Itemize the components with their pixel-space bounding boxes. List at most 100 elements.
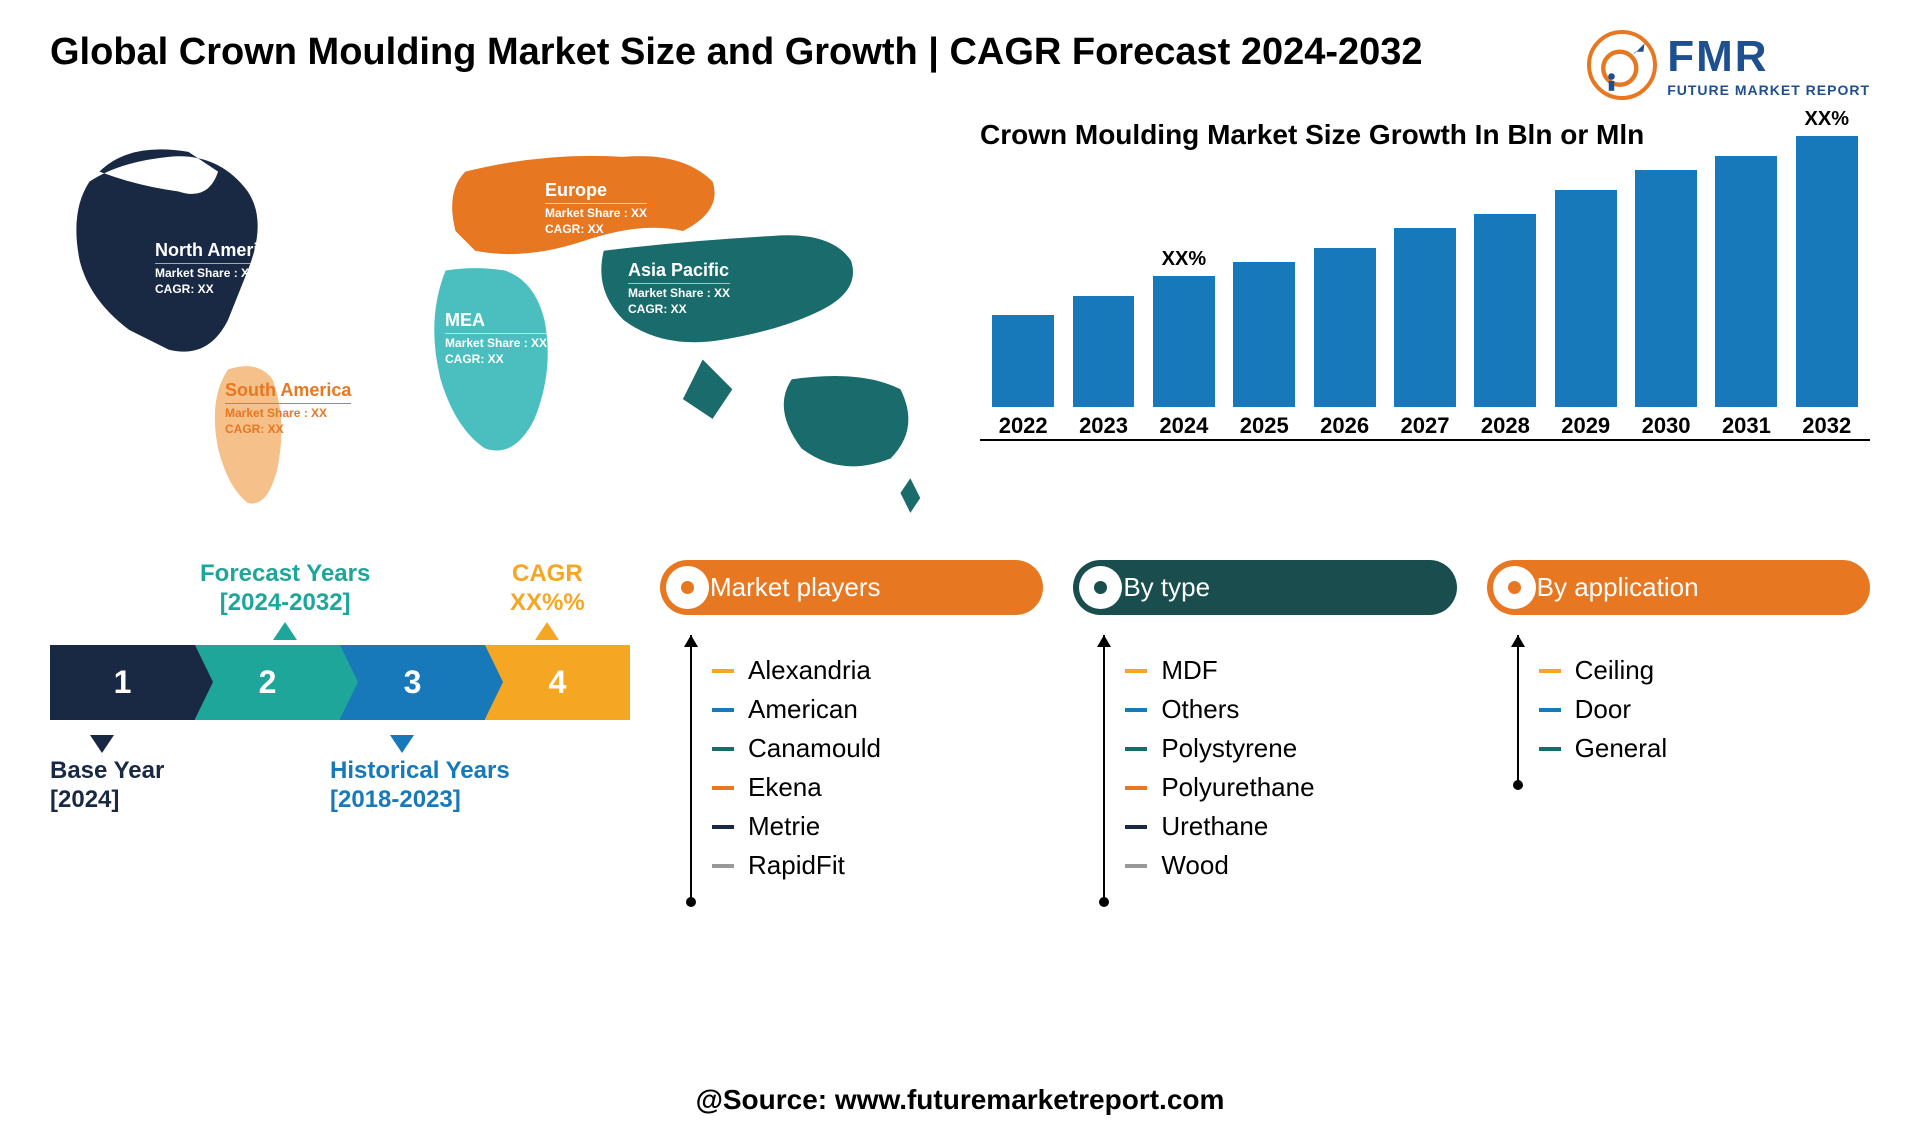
region-mea-share: Market Share : XX: [445, 333, 547, 350]
tick-icon: [712, 825, 734, 829]
tick-icon: [1125, 786, 1147, 790]
list-item: General: [1539, 733, 1870, 764]
tick-icon: [1539, 708, 1561, 712]
logo: FMR FUTURE MARKET REPORT: [1587, 30, 1870, 100]
tick-icon: [1125, 747, 1147, 751]
region-na-share: Market Share : XX: [155, 263, 278, 280]
list-item: Metrie: [712, 811, 1043, 842]
list-item: Polyurethane: [1125, 772, 1456, 803]
tick-icon: [1125, 708, 1147, 712]
list-item-label: Polystyrene: [1161, 733, 1297, 764]
list-item: MDF: [1125, 655, 1456, 686]
by-application-column: By application Ceiling Door General: [1487, 560, 1870, 901]
bar-year-2031: 2031: [1722, 413, 1771, 439]
arrow-down-icon: [390, 735, 414, 753]
region-mea-name: MEA: [445, 310, 547, 331]
list-item-label: Wood: [1161, 850, 1228, 881]
list-item-label: RapidFit: [748, 850, 845, 881]
list-item: Others: [1125, 694, 1456, 725]
bar-2022: 2022: [988, 315, 1058, 439]
tick-icon: [1125, 825, 1147, 829]
by-type-header: By type: [1073, 560, 1456, 615]
list-item-label: Ekena: [748, 772, 822, 803]
list-item-label: Polyurethane: [1161, 772, 1314, 803]
region-sa-name: South America: [225, 380, 351, 401]
source-footer: @Source: www.futuremarketreport.com: [0, 1084, 1920, 1116]
cagr-label: CAGR: [510, 560, 585, 589]
bar-year-2028: 2028: [1481, 413, 1530, 439]
tick-icon: [712, 669, 734, 673]
bar-year-2030: 2030: [1642, 413, 1691, 439]
timeline-step-4: 4: [485, 645, 630, 720]
bar-2026: 2026: [1309, 248, 1379, 439]
region-sa-cagr: CAGR: XX: [225, 420, 351, 436]
list-item: RapidFit: [712, 850, 1043, 881]
list-item-label: Door: [1575, 694, 1631, 725]
tick-icon: [1539, 747, 1561, 751]
bar-year-2022: 2022: [999, 413, 1048, 439]
bar-2029: 2029: [1551, 190, 1621, 439]
tick-icon: [1125, 669, 1147, 673]
bar-year-2029: 2029: [1561, 413, 1610, 439]
bar-2028: 2028: [1470, 214, 1540, 439]
list-item-label: American: [748, 694, 858, 725]
tick-icon: [712, 708, 734, 712]
region-na-name: North America: [155, 240, 278, 261]
timeline-step-1: 1: [50, 645, 195, 720]
timeline-step-2: 2: [195, 645, 340, 720]
bar-year-2026: 2026: [1320, 413, 1369, 439]
bar-2030: 2030: [1631, 170, 1701, 439]
list-item: Ekena: [712, 772, 1043, 803]
logo-icon: [1587, 30, 1657, 100]
by-application-header: By application: [1487, 560, 1870, 615]
bar-label-2024: XX%: [1153, 248, 1215, 271]
by-type-column: By type MDF Others Polystyrene Polyurethane…: [1073, 560, 1456, 901]
tick-icon: [712, 786, 734, 790]
list-item: Alexandria: [712, 655, 1043, 686]
region-eu-share: Market Share : XX: [545, 203, 647, 220]
page-title: Global Crown Moulding Market Size and Gr…: [50, 30, 1587, 76]
list-item-label: Urethane: [1161, 811, 1268, 842]
bar-year-2027: 2027: [1401, 413, 1450, 439]
historical-label: Historical Years: [330, 757, 510, 786]
list-item: Ceiling: [1539, 655, 1870, 686]
region-ap-cagr: CAGR: XX: [628, 300, 730, 316]
region-ap-share: Market Share : XX: [628, 283, 730, 300]
arrow-down-icon: [90, 735, 114, 753]
bar-year-2032: 2032: [1802, 413, 1851, 439]
historical-range: [2018-2023]: [330, 786, 510, 815]
tick-icon: [712, 864, 734, 868]
arrow-up-icon: [535, 622, 559, 640]
chart-title: Crown Moulding Market Size Growth In Bln…: [980, 120, 1870, 151]
tick-icon: [1539, 669, 1561, 673]
base-label: Base Year: [50, 757, 164, 786]
bar-2031: 2031: [1711, 156, 1781, 439]
region-mea-cagr: CAGR: XX: [445, 350, 547, 366]
list-item-label: Canamould: [748, 733, 881, 764]
forecast-range: [2024-2032]: [200, 589, 370, 618]
bar-2027: 2027: [1390, 228, 1460, 439]
market-players-column: Market players Alexandria American Canamou…: [660, 560, 1043, 901]
bar-label-2032: XX%: [1796, 108, 1858, 131]
bar-2023: 2023: [1068, 296, 1138, 439]
list-item: American: [712, 694, 1043, 725]
region-eu-name: Europe: [545, 180, 647, 201]
world-map: North America Market Share : XX CAGR: XX…: [50, 120, 940, 520]
market-players-header: Market players: [660, 560, 1043, 615]
bar-2032: XX%2032: [1792, 136, 1862, 438]
base-range: [2024]: [50, 786, 164, 815]
cagr-value: XX%%: [510, 589, 585, 618]
list-item: Polystyrene: [1125, 733, 1456, 764]
bar-2024: XX%2024: [1149, 276, 1219, 438]
bar-year-2023: 2023: [1079, 413, 1128, 439]
region-na-cagr: CAGR: XX: [155, 280, 278, 296]
list-item-label: Ceiling: [1575, 655, 1655, 686]
list-item-label: MDF: [1161, 655, 1217, 686]
region-sa-share: Market Share : XX: [225, 403, 351, 420]
list-item-label: Alexandria: [748, 655, 871, 686]
bar-2025: 2025: [1229, 262, 1299, 439]
list-item: Canamould: [712, 733, 1043, 764]
logo-sub: FUTURE MARKET REPORT: [1667, 82, 1870, 98]
list-item: Door: [1539, 694, 1870, 725]
timeline-step-3: 3: [340, 645, 485, 720]
